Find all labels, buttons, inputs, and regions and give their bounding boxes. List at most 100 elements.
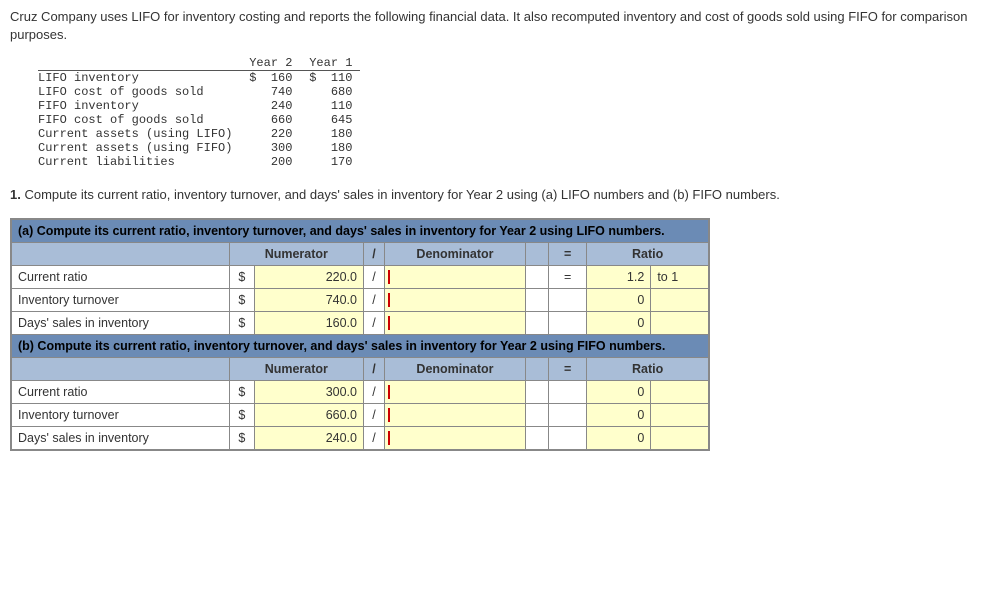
denominator-head: Denominator [385, 358, 526, 381]
ratio-unit [651, 404, 709, 427]
numerator-head: Numerator [229, 358, 363, 381]
ratio-head: Ratio [587, 358, 709, 381]
dollar-sign: $ [229, 427, 255, 450]
equals [548, 381, 586, 404]
blank [525, 266, 548, 289]
ratio-value[interactable]: 0 [587, 404, 651, 427]
cursor-icon [388, 385, 394, 399]
numerator-input[interactable]: 240.0 [255, 427, 364, 450]
dollar-sign: $ [229, 289, 255, 312]
blank [525, 289, 548, 312]
blank-head [12, 243, 230, 266]
denominator-input[interactable] [385, 312, 526, 335]
data-header-y1: Year 1 [300, 56, 360, 71]
question-text: Compute its current ratio, inventory tur… [21, 187, 780, 202]
ratio-unit [651, 312, 709, 335]
numerator-input[interactable]: 160.0 [255, 312, 364, 335]
row-label: Current ratio [12, 266, 230, 289]
dollar-sign: $ [229, 381, 255, 404]
dollar-sign: $ [229, 266, 255, 289]
cell: 300 [240, 141, 300, 155]
cell: 180 [300, 127, 360, 141]
equals [548, 427, 586, 450]
row-label: Inventory turnover [12, 289, 230, 312]
equals: = [548, 266, 586, 289]
ratio-value[interactable]: 0 [587, 381, 651, 404]
row-label: LIFO cost of goods sold [38, 85, 240, 99]
cell: 680 [300, 85, 360, 99]
ratio-unit [651, 289, 709, 312]
ratio-value[interactable]: 1.2 [587, 266, 651, 289]
ratio-unit [651, 427, 709, 450]
section-b-title: (b) Compute its current ratio, inventory… [12, 335, 709, 358]
denominator-input[interactable] [385, 404, 526, 427]
blank-head [525, 358, 548, 381]
denominator-input[interactable] [385, 289, 526, 312]
denominator-input[interactable] [385, 266, 526, 289]
data-header-blank [38, 56, 240, 71]
eq-head: = [548, 243, 586, 266]
ratio-value[interactable]: 0 [587, 289, 651, 312]
denominator-input[interactable] [385, 427, 526, 450]
numerator-input[interactable]: 220.0 [255, 266, 364, 289]
numerator-input[interactable]: 660.0 [255, 404, 364, 427]
denominator-head: Denominator [385, 243, 526, 266]
cell: 110 [300, 99, 360, 113]
slash: / [363, 427, 384, 450]
blank [525, 381, 548, 404]
question-1: 1. Compute its current ratio, inventory … [10, 187, 983, 202]
ratio-head: Ratio [587, 243, 709, 266]
cell: 645 [300, 113, 360, 127]
intro-text: Cruz Company uses LIFO for inventory cos… [10, 8, 983, 44]
cell: 740 [240, 85, 300, 99]
cursor-icon [388, 431, 394, 445]
section-a-title: (a) Compute its current ratio, inventory… [12, 220, 709, 243]
ratio-value[interactable]: 0 [587, 427, 651, 450]
blank [525, 404, 548, 427]
cursor-icon [388, 293, 394, 307]
denominator-input[interactable] [385, 381, 526, 404]
slash: / [363, 381, 384, 404]
cell: 170 [300, 155, 360, 169]
blank [525, 427, 548, 450]
slash: / [363, 312, 384, 335]
numerator-input[interactable]: 300.0 [255, 381, 364, 404]
cursor-icon [388, 408, 394, 422]
slash: / [363, 289, 384, 312]
row-label: Current liabilities [38, 155, 240, 169]
data-header-y2: Year 2 [240, 56, 300, 71]
cell: $ 160 [240, 71, 300, 86]
row-label: Days' sales in inventory [12, 427, 230, 450]
numerator-head: Numerator [229, 243, 363, 266]
section-a-table: (a) Compute its current ratio, inventory… [10, 218, 710, 451]
question-number: 1. [10, 187, 21, 202]
equals [548, 404, 586, 427]
row-label: Inventory turnover [12, 404, 230, 427]
row-label: Current ratio [12, 381, 230, 404]
row-label: FIFO inventory [38, 99, 240, 113]
cursor-icon [388, 316, 394, 330]
equals [548, 312, 586, 335]
numerator-input[interactable]: 740.0 [255, 289, 364, 312]
blank-head [525, 243, 548, 266]
financial-data-table: Year 2 Year 1 LIFO inventory$ 160$ 110 L… [38, 56, 360, 169]
dollar-sign: $ [229, 312, 255, 335]
blank [525, 312, 548, 335]
ratio-unit [651, 381, 709, 404]
row-label: Current assets (using FIFO) [38, 141, 240, 155]
cell: 240 [240, 99, 300, 113]
cell: 180 [300, 141, 360, 155]
blank-head [12, 358, 230, 381]
row-label: LIFO inventory [38, 71, 240, 86]
ratio-value[interactable]: 0 [587, 312, 651, 335]
eq-head: = [548, 358, 586, 381]
slash-head: / [363, 243, 384, 266]
row-label: FIFO cost of goods sold [38, 113, 240, 127]
cell: 200 [240, 155, 300, 169]
cell: 660 [240, 113, 300, 127]
cursor-icon [388, 270, 394, 284]
slash: / [363, 266, 384, 289]
cell: 220 [240, 127, 300, 141]
row-label: Current assets (using LIFO) [38, 127, 240, 141]
slash-head: / [363, 358, 384, 381]
